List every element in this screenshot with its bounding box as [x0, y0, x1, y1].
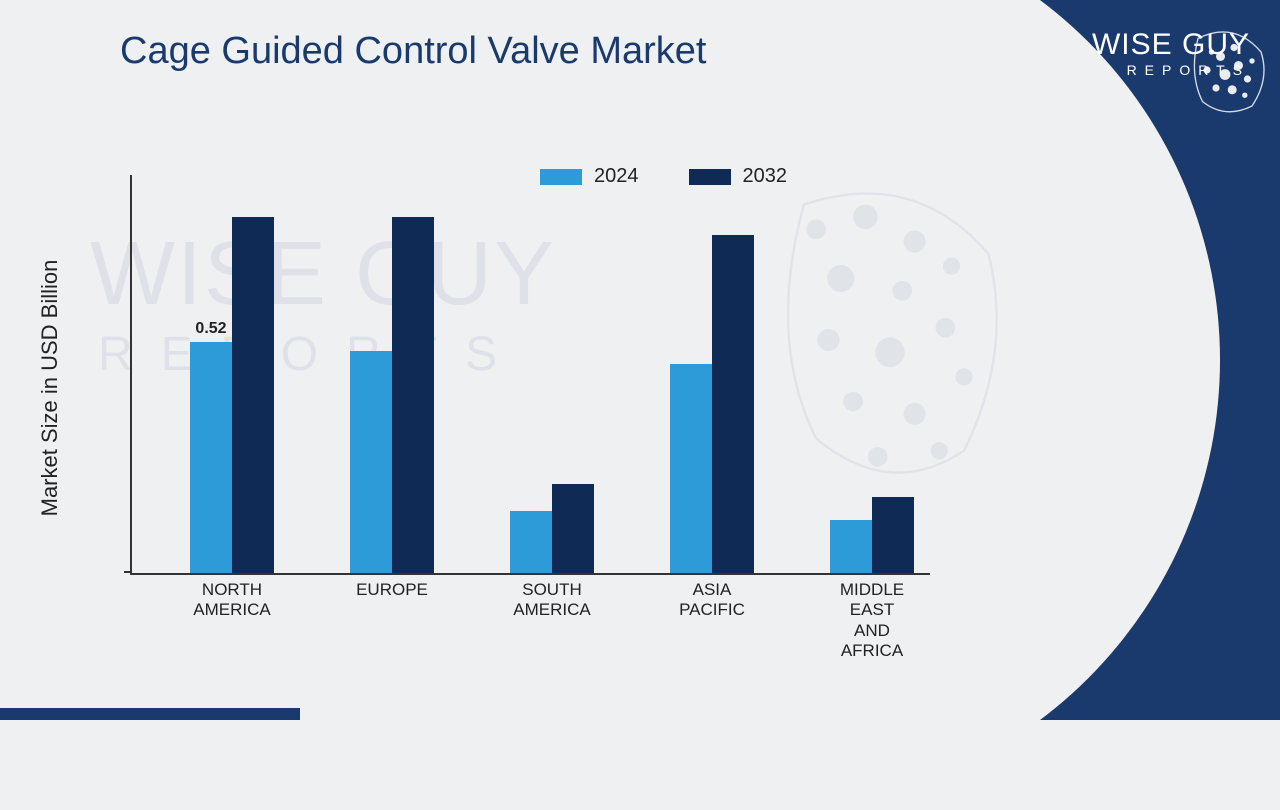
bar-group	[652, 235, 772, 573]
legend-label-2032: 2032	[743, 165, 788, 188]
legend-item-2032: 2032	[689, 165, 788, 188]
bar-value-label: 0.52	[195, 320, 226, 338]
category-label: EUROPE	[322, 580, 462, 600]
bar	[392, 217, 434, 573]
chart-area: Market Size in USD Billion 0.52NORTHAMER…	[60, 165, 940, 685]
bar	[552, 484, 594, 573]
bar-group	[812, 497, 932, 573]
category-label: NORTHAMERICA	[162, 580, 302, 621]
brand-main-text: WISE GUY	[1092, 30, 1250, 60]
category-label: SOUTHAMERICA	[482, 580, 622, 621]
category-label: ASIAPACIFIC	[642, 580, 782, 621]
bar-group	[492, 484, 612, 573]
bar	[712, 235, 754, 573]
legend-swatch-2024	[540, 169, 582, 185]
category-label: MIDDLEEASTANDAFRICA	[802, 580, 942, 662]
y-axis-label: Market Size in USD Billion	[37, 260, 63, 517]
bottom-accent-bar	[0, 708, 300, 720]
bar	[510, 511, 552, 573]
bar	[232, 217, 274, 573]
plot-region: 0.52NORTHAMERICAEUROPESOUTHAMERICAASIAPA…	[130, 175, 930, 575]
bar	[670, 364, 712, 573]
bar: 0.52	[190, 342, 232, 573]
legend: 2024 2032	[540, 165, 787, 188]
bar-group: 0.52	[172, 217, 292, 573]
legend-label-2024: 2024	[594, 165, 639, 188]
bar-group	[332, 217, 452, 573]
brand-sub-text: REPORTS	[1092, 62, 1250, 78]
y-tick	[124, 571, 132, 573]
bar	[830, 520, 872, 573]
brand-logo: WISE GUY REPORTS	[1092, 30, 1250, 78]
chart-title: Cage Guided Control Valve Market	[120, 30, 706, 73]
bar	[350, 351, 392, 573]
legend-swatch-2032	[689, 169, 731, 185]
bar	[872, 497, 914, 573]
legend-item-2024: 2024	[540, 165, 639, 188]
